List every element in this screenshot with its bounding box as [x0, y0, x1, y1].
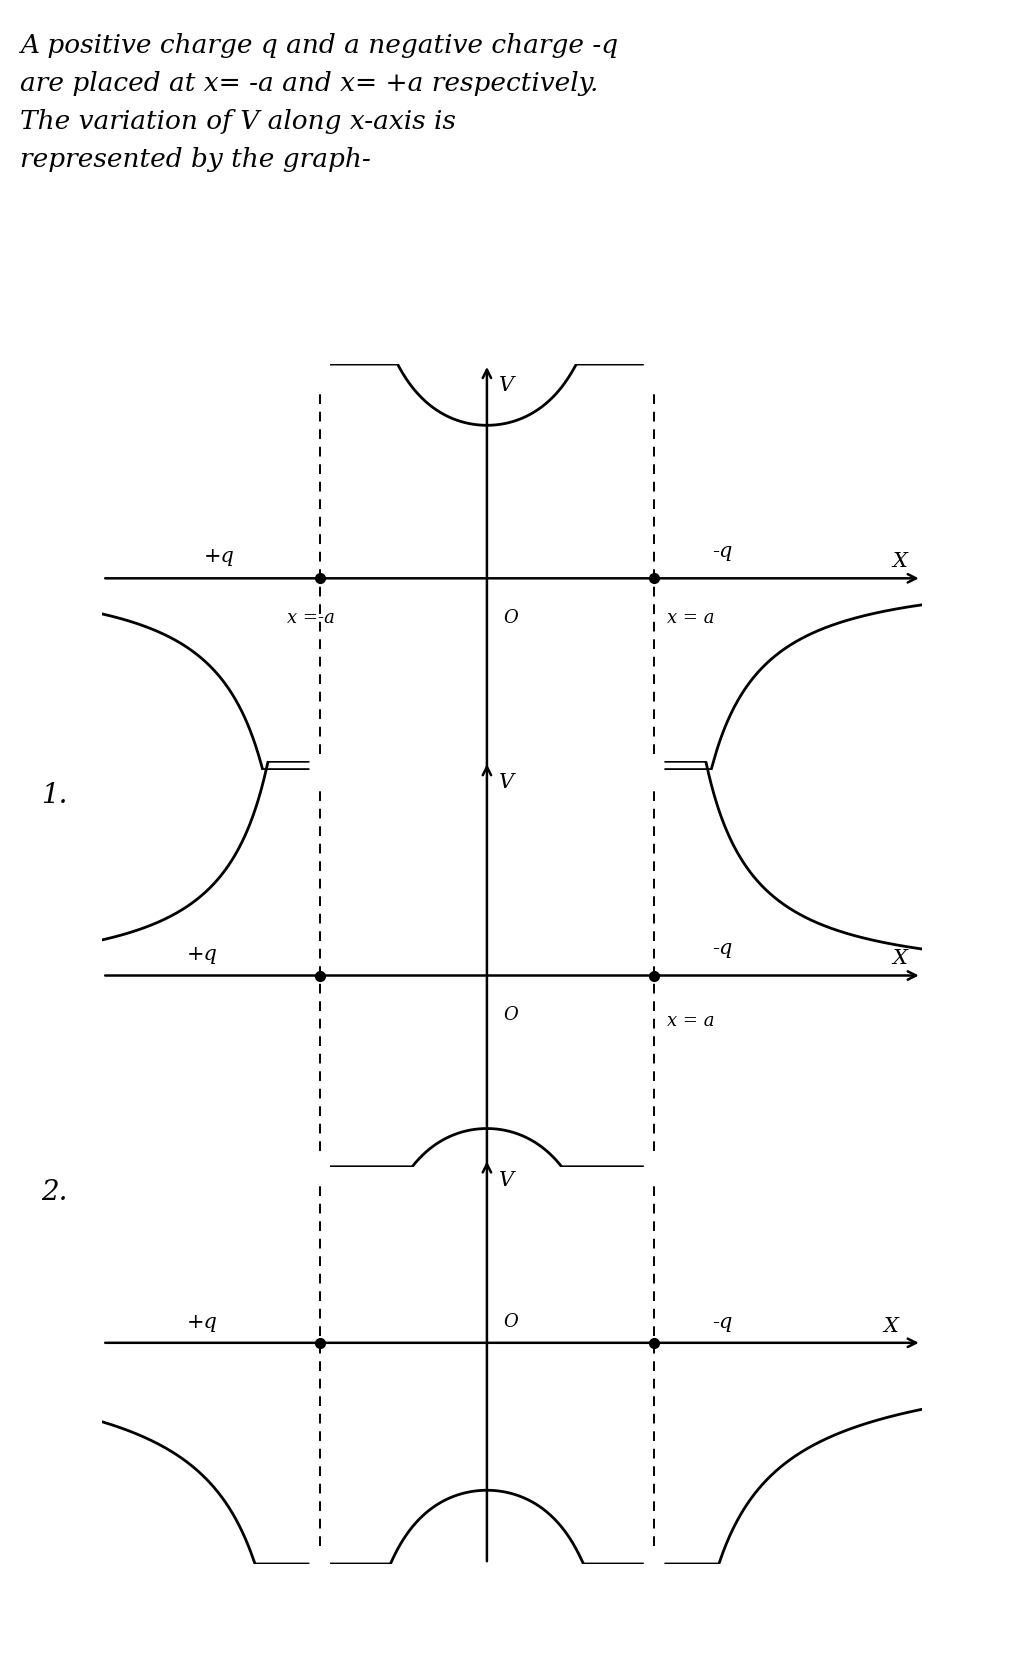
- Text: V: V: [499, 773, 514, 793]
- Text: +q: +q: [187, 945, 218, 963]
- Text: X: X: [893, 553, 907, 571]
- Text: 1.: 1.: [41, 781, 68, 809]
- Text: A positive charge q and a negative charge -q
are placed at x= -a and x= +a respe: A positive charge q and a negative charg…: [20, 33, 618, 172]
- Text: -q: -q: [713, 543, 733, 561]
- Text: O: O: [504, 609, 518, 627]
- Text: V: V: [499, 376, 514, 396]
- Text: x =-a: x =-a: [288, 609, 335, 627]
- Text: O: O: [504, 1006, 518, 1024]
- Text: O: O: [504, 1312, 518, 1331]
- Text: V: V: [499, 1172, 514, 1190]
- Text: -q: -q: [713, 940, 733, 958]
- Text: x = a: x = a: [668, 609, 715, 627]
- Text: -q: -q: [713, 1312, 733, 1332]
- Text: +q: +q: [204, 548, 234, 566]
- Text: X: X: [884, 1317, 899, 1336]
- Text: 2.: 2.: [41, 1178, 68, 1206]
- Text: x = a: x = a: [668, 1013, 715, 1031]
- Text: X: X: [893, 950, 907, 968]
- Text: +q: +q: [187, 1312, 218, 1332]
